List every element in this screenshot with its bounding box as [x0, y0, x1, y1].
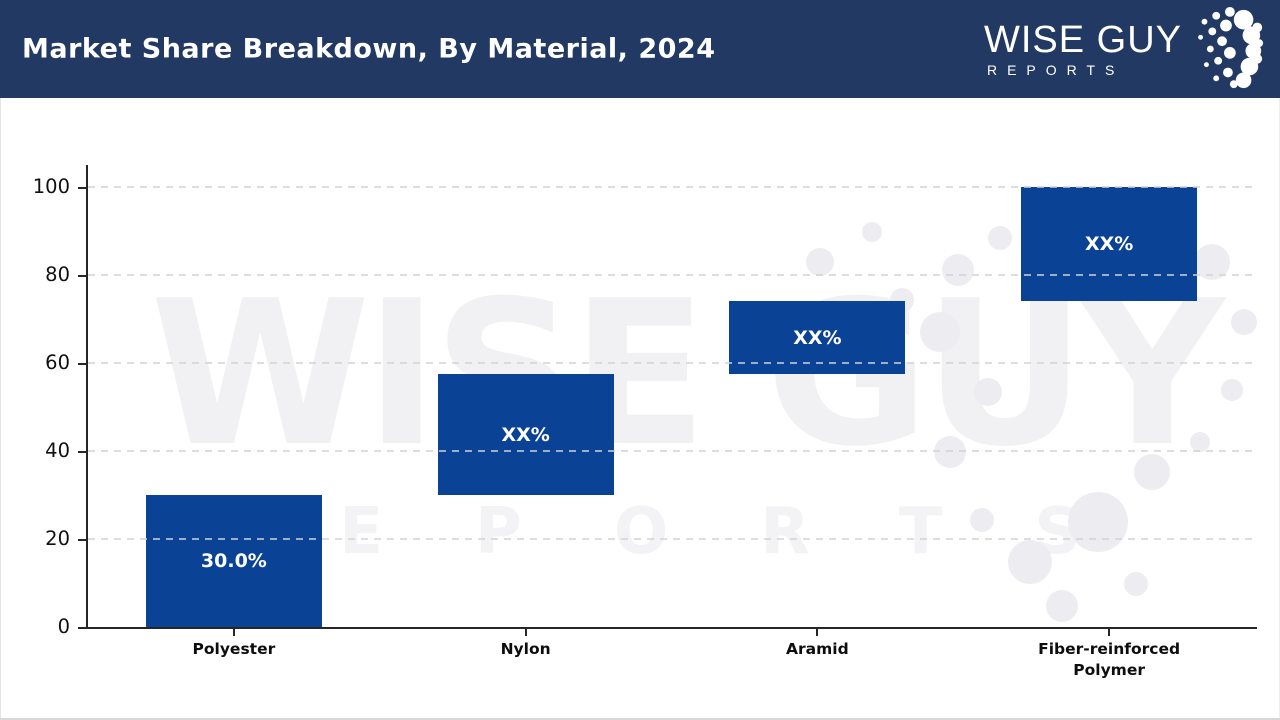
brand-subtitle: REPORTS: [986, 62, 1125, 79]
x-category-label: Aramid: [786, 640, 849, 658]
bar-value-label: 30.0%: [200, 550, 267, 572]
bar-polyester: 30.0%: [145, 495, 322, 627]
x-category-label: Nylon: [500, 640, 551, 658]
gridline-100: [88, 186, 1255, 188]
dotted-head-icon: [1198, 6, 1264, 89]
x-category-label: Polyester: [192, 640, 276, 658]
brand-logo: WISE GUY REPORTS: [984, 6, 1264, 92]
y-tick-100: [78, 187, 86, 189]
brand-logo-text: WISE GUY REPORTS: [983, 18, 1182, 79]
gridline-60: [88, 362, 1255, 364]
y-tick-0: [78, 627, 86, 629]
y-tick-80: [78, 275, 86, 277]
bar-nylon: XX%: [437, 374, 614, 495]
x-tick-2: [816, 629, 819, 636]
header-bar: Market Share Breakdown, By Material, 202…: [0, 0, 1280, 98]
y-tick-label-0: 0: [57, 615, 70, 638]
x-category-label: Fiber-reinforced Polymer: [1038, 640, 1181, 679]
bar-value-label: XX%: [793, 326, 842, 349]
gridline-40: [88, 450, 1255, 452]
gridline-80: [88, 274, 1255, 276]
x-tick-3: [1108, 629, 1111, 636]
y-tick-20: [78, 539, 86, 541]
x-tick-0: [232, 629, 235, 636]
y-tick-label-100: 100: [32, 175, 70, 198]
bottom-border: [0, 718, 1280, 720]
x-tick-1: [524, 629, 527, 636]
bar-value-label: XX%: [501, 423, 550, 446]
plot-area: 30.0% XX% XX% XX%: [88, 186, 1255, 627]
y-tick-label-40: 40: [45, 439, 70, 462]
brand-name: WISE GUY: [983, 18, 1182, 61]
left-border: [0, 98, 1, 720]
x-axis-line: [86, 627, 1257, 629]
y-tick-label-60: 60: [45, 351, 70, 374]
y-tick-label-20: 20: [45, 527, 70, 550]
bar-fiber-reinforced-polymer: XX%: [1021, 187, 1198, 302]
y-axis-line: [86, 165, 88, 629]
gridline-20: [88, 538, 1255, 540]
bar-aramid: XX%: [729, 301, 906, 374]
page-title: Market Share Breakdown, By Material, 202…: [22, 33, 716, 65]
y-tick-40: [78, 451, 86, 453]
y-tick-60: [78, 363, 86, 365]
bar-value-label: XX%: [1084, 233, 1134, 256]
y-tick-label-80: 80: [45, 263, 70, 286]
